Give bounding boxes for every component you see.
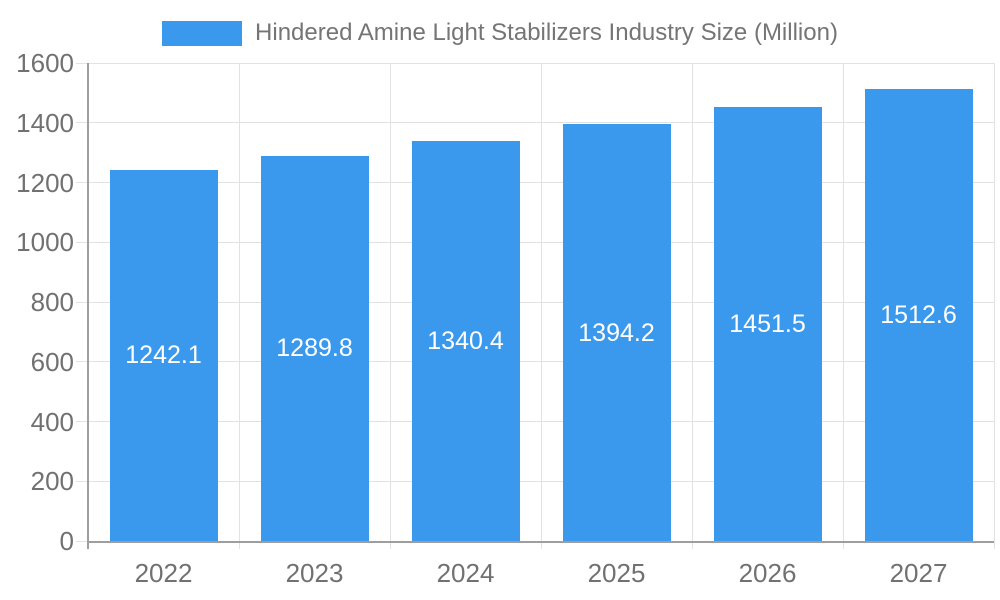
- bar-value-label: 1242.1: [125, 341, 202, 370]
- y-tick: [76, 480, 88, 482]
- y-axis-label: 0: [59, 526, 74, 556]
- x-gridline: [238, 63, 240, 549]
- bar[interactable]: [109, 169, 218, 541]
- x-axis-label: 2027: [889, 558, 948, 588]
- y-axis-label: 800: [30, 287, 74, 317]
- y-axis-label: 1600: [16, 48, 74, 78]
- bar-value-label: 1512.6: [880, 301, 957, 330]
- bar[interactable]: [411, 140, 520, 541]
- x-gridline: [842, 63, 844, 549]
- y-axis-line: [87, 63, 89, 549]
- legend-label: Hindered Amine Light Stabilizers Industr…: [255, 19, 838, 46]
- x-axis-label: 2022: [134, 558, 193, 588]
- bar[interactable]: [864, 89, 973, 541]
- bar-value-label: 1340.4: [427, 326, 504, 355]
- y-tick: [76, 421, 88, 422]
- x-axis-label: 2024: [436, 558, 495, 588]
- y-axis-label: 200: [30, 466, 74, 497]
- bar-value-label: 1451.5: [729, 310, 806, 339]
- y-tick: [76, 182, 88, 183]
- y-axis-label: 400: [30, 406, 74, 437]
- y-tick: [76, 241, 88, 243]
- y-axis-label: 1000: [16, 227, 74, 258]
- legend[interactable]: Hindered Amine Light Stabilizers Industr…: [0, 19, 1000, 47]
- x-axis-label: 2023: [285, 558, 344, 588]
- y-axis-label: 1400: [16, 107, 74, 138]
- bar[interactable]: [260, 155, 369, 541]
- x-gridline: [540, 63, 542, 549]
- x-axis-label: 2025: [587, 558, 646, 588]
- legend-swatch: [162, 20, 243, 46]
- bar-value-label: 1289.8: [276, 334, 353, 363]
- y-tick: [76, 122, 88, 124]
- x-gridline: [691, 63, 693, 549]
- y-tick: [76, 540, 88, 542]
- y-axis-label: 600: [30, 346, 74, 377]
- y-tick: [76, 361, 88, 363]
- y-tick: [76, 62, 88, 64]
- y-tick: [76, 301, 88, 303]
- bar[interactable]: [713, 107, 822, 541]
- y-axis-label: 1200: [16, 167, 74, 198]
- x-axis-line: [88, 540, 994, 543]
- bar[interactable]: [562, 124, 671, 541]
- x-axis-label: 2026: [738, 558, 797, 588]
- x-gridline: [389, 63, 391, 549]
- x-gridline: [993, 63, 995, 549]
- bar-value-label: 1394.2: [578, 318, 655, 347]
